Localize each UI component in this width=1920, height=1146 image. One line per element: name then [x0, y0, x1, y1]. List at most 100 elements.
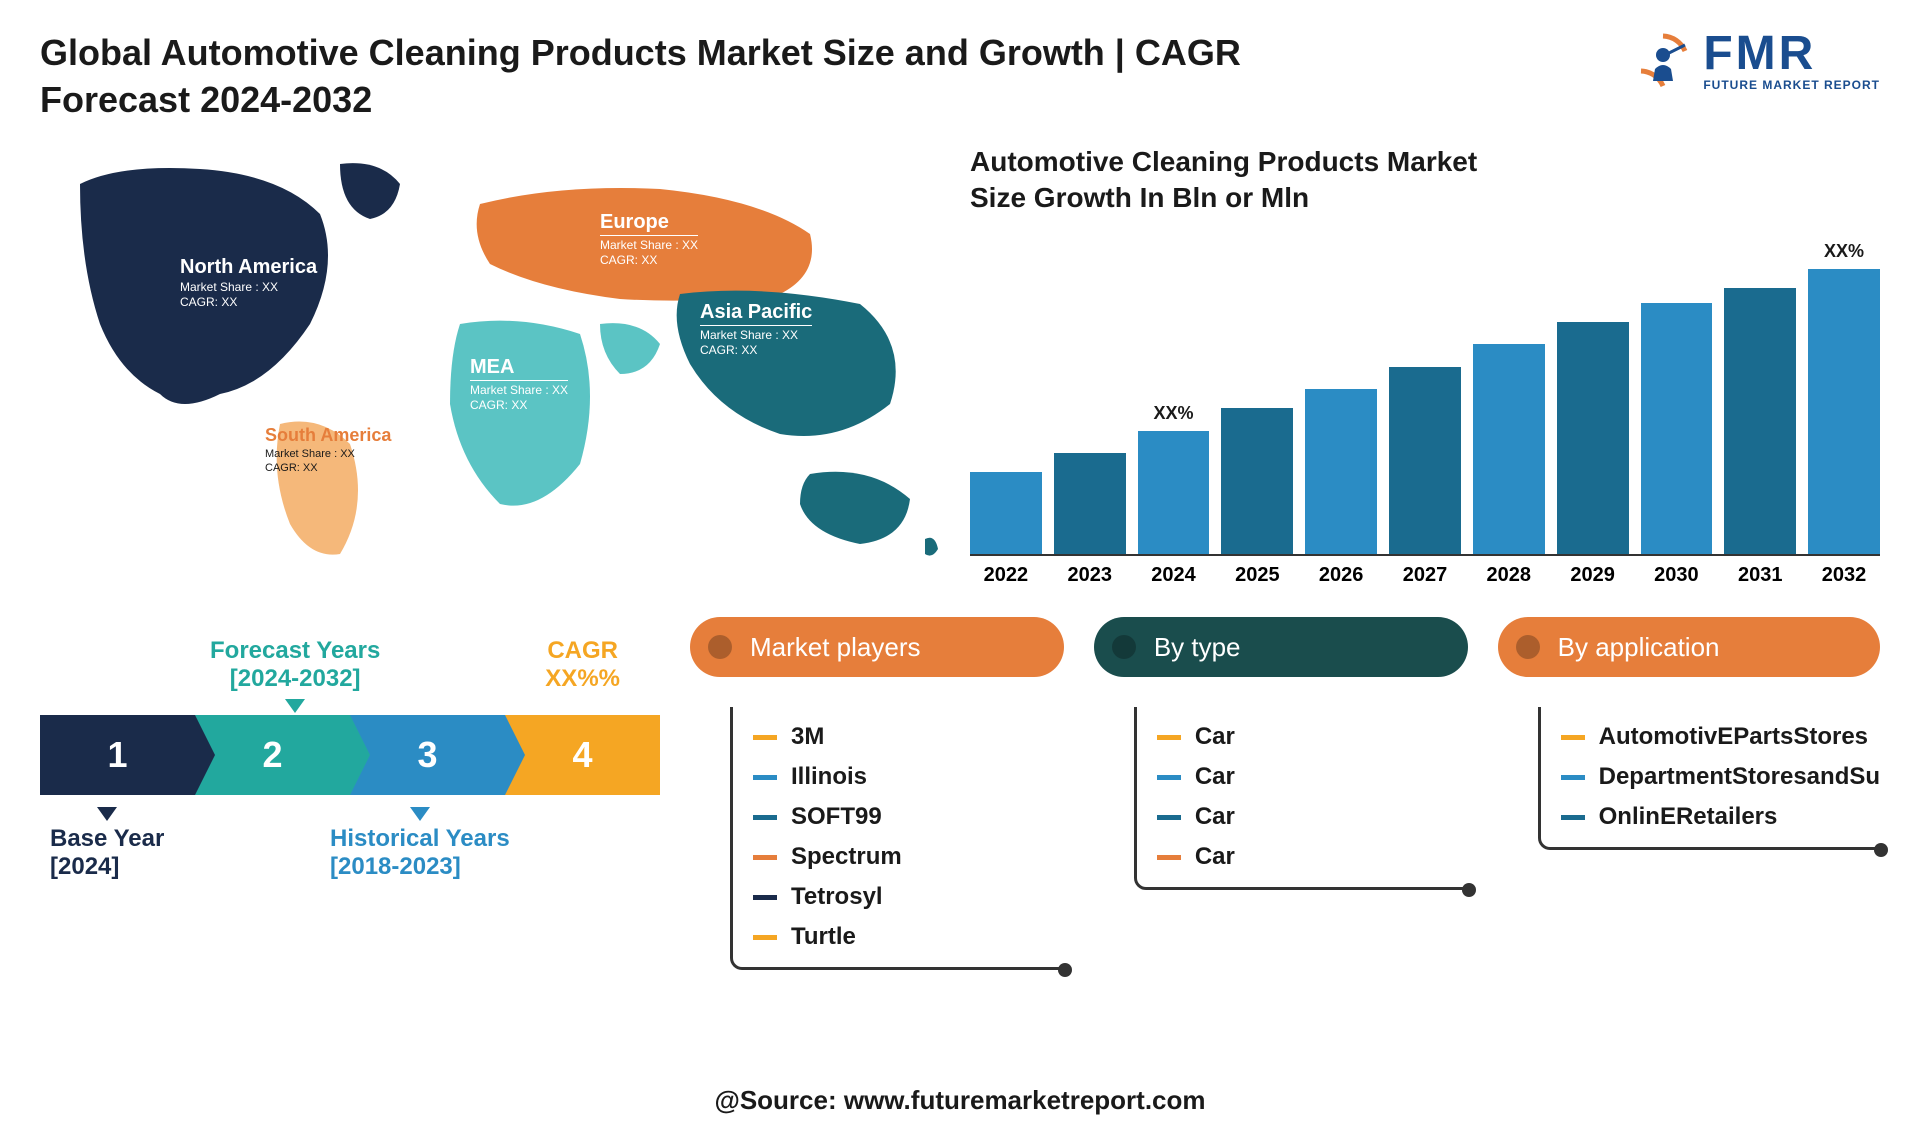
list-item: Tetrosyl: [753, 877, 1064, 917]
dot-icon: [1112, 635, 1136, 659]
bar-value-label: XX%: [1154, 403, 1194, 424]
tick-icon: [753, 855, 777, 860]
region-label-mea: MEA Market Share : XX CAGR: XX: [470, 354, 568, 414]
x-label: 2030: [1641, 564, 1713, 587]
x-label: 2023: [1054, 564, 1126, 587]
bottom-row: Forecast Years [2024-2032] CAGR XX%% 1 2…: [40, 617, 1880, 970]
list-item-label: Car: [1195, 763, 1235, 791]
list-item-label: Tetrosyl: [791, 883, 883, 911]
cat-header: By type: [1094, 617, 1468, 677]
list-item-label: SOFT99: [791, 803, 882, 831]
list-item: Car: [1157, 717, 1468, 757]
list-item-label: Car: [1195, 843, 1235, 871]
list-item-label: DepartmentStoresandSu: [1599, 763, 1880, 791]
bar-wrap: [1724, 288, 1796, 554]
bar: [1473, 344, 1545, 554]
base-year-label: Base Year [2024]: [50, 801, 164, 881]
world-map: North America Market Share : XX CAGR: XX…: [40, 144, 940, 564]
list-item: SOFT99: [753, 797, 1064, 837]
timeline-block: Forecast Years [2024-2032] CAGR XX%% 1 2…: [40, 617, 660, 891]
bar: [1557, 322, 1629, 555]
bar-wrap: [1221, 408, 1293, 554]
bar-wrap: [1054, 453, 1126, 554]
forecast-label: Forecast Years [2024-2032]: [210, 637, 380, 713]
x-label: 2032: [1808, 564, 1880, 587]
x-label: 2026: [1305, 564, 1377, 587]
x-label: 2027: [1389, 564, 1461, 587]
timeline-bar: 1 2 3 4: [40, 715, 660, 795]
tick-icon: [753, 935, 777, 940]
list-item-label: Spectrum: [791, 843, 902, 871]
bar-wrap: [1389, 367, 1461, 555]
region-label-na: North America Market Share : XX CAGR: XX: [180, 254, 317, 311]
dot-icon: [1516, 635, 1540, 659]
bar: [1221, 408, 1293, 554]
chart-title: Automotive Cleaning Products Market Size…: [970, 144, 1490, 217]
bar: [1305, 389, 1377, 554]
tick-icon: [753, 895, 777, 900]
bar-wrap: [970, 472, 1042, 555]
historical-label: Historical Years [2018-2023]: [330, 801, 510, 881]
region-label-sa: South America Market Share : XX CAGR: XX: [265, 424, 391, 476]
timeline-seg-3: 3: [350, 715, 505, 795]
region-label-apac: Asia Pacific Market Share : XX CAGR: XX: [700, 299, 812, 359]
x-label: 2031: [1724, 564, 1796, 587]
logo-text: FMR FUTURE MARKET REPORT: [1703, 30, 1880, 92]
chart-area: Automotive Cleaning Products Market Size…: [970, 144, 1880, 588]
arrow-down-icon: [410, 807, 430, 821]
bar: [1054, 453, 1126, 554]
main-row: North America Market Share : XX CAGR: XX…: [40, 144, 1880, 588]
bar-wrap: [1473, 344, 1545, 554]
category-by-application: By application AutomotivEPartsStores Depa…: [1498, 617, 1880, 850]
list-item: Car: [1157, 757, 1468, 797]
cat-list: AutomotivEPartsStores DepartmentStoresand…: [1538, 707, 1880, 850]
chart-x-axis: 2022 2023 2024 2025 2026 2027 2028 2029 2030 2031…: [970, 564, 1880, 587]
list-item-label: OnlinERetailers: [1599, 803, 1778, 831]
x-label: 2024: [1138, 564, 1210, 587]
logo: FMR FUTURE MARKET REPORT: [1633, 30, 1880, 92]
list-item-label: 3M: [791, 723, 824, 751]
list-item: DepartmentStoresandSu: [1561, 757, 1880, 797]
list-item-label: Illinois: [791, 763, 867, 791]
list-item: OnlinERetailers: [1561, 797, 1880, 837]
bar: [1808, 269, 1880, 554]
bar: [1724, 288, 1796, 554]
list-item-label: Car: [1195, 803, 1235, 831]
list-item: 3M: [753, 717, 1064, 757]
x-label: 2029: [1557, 564, 1629, 587]
bar: [970, 472, 1042, 555]
tick-icon: [753, 815, 777, 820]
cat-header: By application: [1498, 617, 1880, 677]
dot-icon: [708, 635, 732, 659]
page-title: Global Automotive Cleaning Products Mark…: [40, 30, 1290, 124]
bar-wrap: [1557, 322, 1629, 555]
arrow-down-icon: [97, 807, 117, 821]
header: Global Automotive Cleaning Products Mark…: [40, 30, 1880, 124]
bar-wrap: XX%: [1808, 269, 1880, 554]
timeline-seg-2: 2: [195, 715, 350, 795]
list-item-label: AutomotivEPartsStores: [1599, 723, 1868, 751]
list-item: Car: [1157, 837, 1468, 877]
category-market-players: Market players 3MIllinoisSOFT99SpectrumT…: [690, 617, 1064, 970]
list-item: Car: [1157, 797, 1468, 837]
tick-icon: [1561, 735, 1585, 740]
cat-list: Car Car Car Car: [1134, 707, 1468, 890]
x-label: 2028: [1473, 564, 1545, 587]
bar-wrap: XX%: [1138, 431, 1210, 555]
logo-sub: FUTURE MARKET REPORT: [1703, 78, 1880, 92]
region-label-eu: Europe Market Share : XX CAGR: XX: [600, 209, 698, 269]
tick-icon: [753, 775, 777, 780]
source-text: @Source: www.futuremarketreport.com: [714, 1085, 1205, 1116]
timeline-top-labels: Forecast Years [2024-2032] CAGR XX%%: [40, 637, 660, 707]
list-item: Turtle: [753, 917, 1064, 957]
logo-icon: [1633, 31, 1693, 91]
tick-icon: [1157, 775, 1181, 780]
timeline-bottom-labels: Base Year [2024] Historical Years [2018-…: [40, 801, 660, 891]
tick-icon: [1561, 815, 1585, 820]
list-item-label: Turtle: [791, 923, 856, 951]
bar-value-label: XX%: [1824, 241, 1864, 262]
tick-icon: [753, 735, 777, 740]
x-label: 2022: [970, 564, 1042, 587]
x-label: 2025: [1221, 564, 1293, 587]
tick-icon: [1157, 735, 1181, 740]
